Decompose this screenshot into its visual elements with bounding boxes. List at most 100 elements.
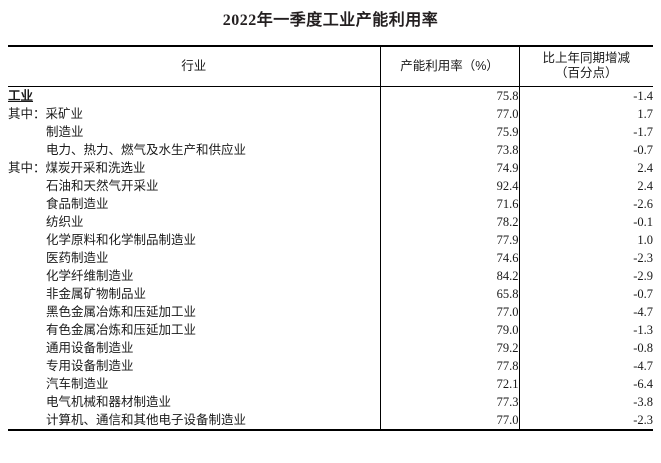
table-row: 通用设备制造业 79.2 -0.8 (8, 339, 653, 357)
row-industry-name: 石油和天然气开采业 (8, 177, 380, 195)
row-industry-label: 有色金属冶炼和压延加工业 (46, 323, 197, 337)
row-industry-name: 电气机械和器材制造业 (8, 393, 380, 411)
row-industry-label: 非金属矿物制品业 (46, 287, 147, 301)
row-yoy-change: -1.7 (518, 123, 653, 141)
capacity-utilization-table-container: 行业 产能利用率（%） 比上年同期增减 （百分点） 工业 75.8 -1.4 其中：采… (8, 45, 653, 431)
row-utilization-rate: 77.3 (379, 393, 519, 411)
row-industry-label: 纺织业 (46, 215, 84, 229)
row-industry-label: 煤炭开采和洗选业 (45, 161, 146, 175)
row-utilization-rate: 74.9 (379, 159, 519, 177)
table-row: 电力、热力、燃气及水生产和供应业 73.8 -0.7 (8, 141, 653, 159)
row-utilization-rate: 77.8 (379, 357, 519, 375)
table-body: 工业 75.8 -1.4 其中：采矿业 77.0 1.7 制造业 75.9 -1.7 电力、热力、… (8, 86, 653, 431)
row-yoy-change: -6.4 (518, 375, 653, 393)
row-industry-name: 汽车制造业 (8, 375, 380, 393)
table-row: 汽车制造业 72.1 -6.4 (8, 375, 653, 393)
row-industry-label: 计算机、通信和其他电子设备制造业 (46, 413, 247, 427)
row-industry-name: 工业 (8, 87, 380, 106)
row-yoy-change: -2.6 (518, 195, 653, 213)
row-utilization-rate: 72.1 (379, 375, 519, 393)
row-utilization-rate: 77.0 (379, 411, 519, 431)
row-yoy-change: -4.7 (518, 357, 653, 375)
row-industry-label: 专用设备制造业 (46, 359, 134, 373)
row-industry-label: 通用设备制造业 (46, 341, 134, 355)
row-yoy-change: -3.8 (518, 393, 653, 411)
table-row: 化学纤维制造业 84.2 -2.9 (8, 267, 653, 285)
row-utilization-rate: 92.4 (379, 177, 519, 195)
row-industry-label: 化学原料和化学制品制造业 (46, 233, 197, 247)
row-yoy-change: -0.7 (518, 285, 653, 303)
row-yoy-change: -0.8 (518, 339, 653, 357)
row-utilization-rate: 73.8 (379, 141, 519, 159)
row-utilization-rate: 77.0 (379, 303, 519, 321)
table-row: 计算机、通信和其他电子设备制造业 77.0 -2.3 (8, 411, 653, 431)
table-row: 食品制造业 71.6 -2.6 (8, 195, 653, 213)
table-header: 行业 产能利用率（%） 比上年同期增减 （百分点） (8, 46, 653, 87)
column-header-yoy-change-line2: （百分点） (554, 66, 618, 80)
row-utilization-rate: 78.2 (379, 213, 519, 231)
row-industry-label: 制造业 (46, 125, 84, 139)
table-row: 专用设备制造业 77.8 -4.7 (8, 357, 653, 375)
row-industry-name: 通用设备制造业 (8, 339, 380, 357)
row-industry-label: 电力、热力、燃气及水生产和供应业 (46, 143, 247, 157)
row-utilization-rate: 84.2 (379, 267, 519, 285)
row-industry-label: 工业 (8, 89, 34, 103)
row-prefix-label: 其中： (8, 107, 46, 121)
row-industry-label: 医药制造业 (46, 251, 109, 265)
row-industry-name: 非金属矿物制品业 (8, 285, 380, 303)
column-header-yoy-change: 比上年同期增减 （百分点） (518, 46, 653, 87)
row-industry-label: 电气机械和器材制造业 (46, 395, 172, 409)
row-industry-name: 纺织业 (8, 213, 380, 231)
row-utilization-rate: 77.0 (379, 105, 519, 123)
row-industry-label: 石油和天然气开采业 (46, 179, 159, 193)
row-utilization-rate: 79.0 (379, 321, 519, 339)
row-yoy-change: -2.3 (518, 249, 653, 267)
row-yoy-change: -0.1 (518, 213, 653, 231)
row-industry-label: 汽车制造业 (46, 377, 109, 391)
table-row: 工业 75.8 -1.4 (8, 86, 653, 106)
row-industry-label: 黑色金属冶炼和压延加工业 (46, 305, 197, 319)
row-industry-name: 食品制造业 (8, 195, 380, 213)
row-utilization-rate: 75.8 (379, 86, 519, 105)
table-row: 其中：煤炭开采和洗选业 74.9 2.4 (8, 159, 653, 177)
row-industry-name: 制造业 (8, 123, 380, 141)
row-utilization-rate: 75.9 (379, 123, 519, 141)
row-industry-name: 其中：采矿业 (8, 105, 380, 123)
row-utilization-rate: 77.9 (379, 231, 519, 249)
row-industry-name: 医药制造业 (8, 249, 380, 267)
table-row: 纺织业 78.2 -0.1 (8, 213, 653, 231)
row-yoy-change: -0.7 (518, 141, 653, 159)
row-yoy-change: -2.9 (518, 267, 653, 285)
row-industry-label: 化学纤维制造业 (46, 269, 134, 283)
row-industry-name: 化学纤维制造业 (8, 267, 380, 285)
row-yoy-change: -4.7 (518, 303, 653, 321)
row-industry-label: 采矿业 (45, 107, 84, 121)
page-title: 2022年一季度工业产能利用率 (222, 12, 439, 29)
row-prefix-label: 其中： (8, 161, 46, 175)
row-yoy-change: -1.4 (518, 86, 653, 105)
row-yoy-change: 1.7 (518, 105, 653, 123)
row-industry-name: 化学原料和化学制品制造业 (8, 231, 380, 249)
table-row: 石油和天然气开采业 92.4 2.4 (8, 177, 653, 195)
row-industry-name: 黑色金属冶炼和压延加工业 (8, 303, 380, 321)
row-industry-name: 有色金属冶炼和压延加工业 (8, 321, 380, 339)
table-row: 有色金属冶炼和压延加工业 79.0 -1.3 (8, 321, 653, 339)
row-utilization-rate: 74.6 (379, 249, 519, 267)
table-row: 其中：采矿业 77.0 1.7 (8, 105, 653, 123)
row-yoy-change: 2.4 (518, 177, 653, 195)
table-row: 非金属矿物制品业 65.8 -0.7 (8, 285, 653, 303)
table-row: 医药制造业 74.6 -2.3 (8, 249, 653, 267)
column-header-industry: 行业 (181, 58, 207, 73)
table-row: 黑色金属冶炼和压延加工业 77.0 -4.7 (8, 303, 653, 321)
table-row: 制造业 75.9 -1.7 (8, 123, 653, 141)
column-header-yoy-change-line1: 比上年同期增减 (542, 51, 630, 65)
table-header-row: 行业 产能利用率（%） 比上年同期增减 （百分点） (8, 46, 653, 87)
row-utilization-rate: 79.2 (379, 339, 519, 357)
row-yoy-change: -2.3 (518, 411, 653, 431)
table-row: 化学原料和化学制品制造业 77.9 1.0 (8, 231, 653, 249)
column-header-utilization-rate: 产能利用率（%） (379, 46, 519, 87)
row-industry-label: 食品制造业 (46, 197, 109, 211)
row-industry-name: 其中：煤炭开采和洗选业 (8, 159, 380, 177)
row-yoy-change: 2.4 (518, 159, 653, 177)
